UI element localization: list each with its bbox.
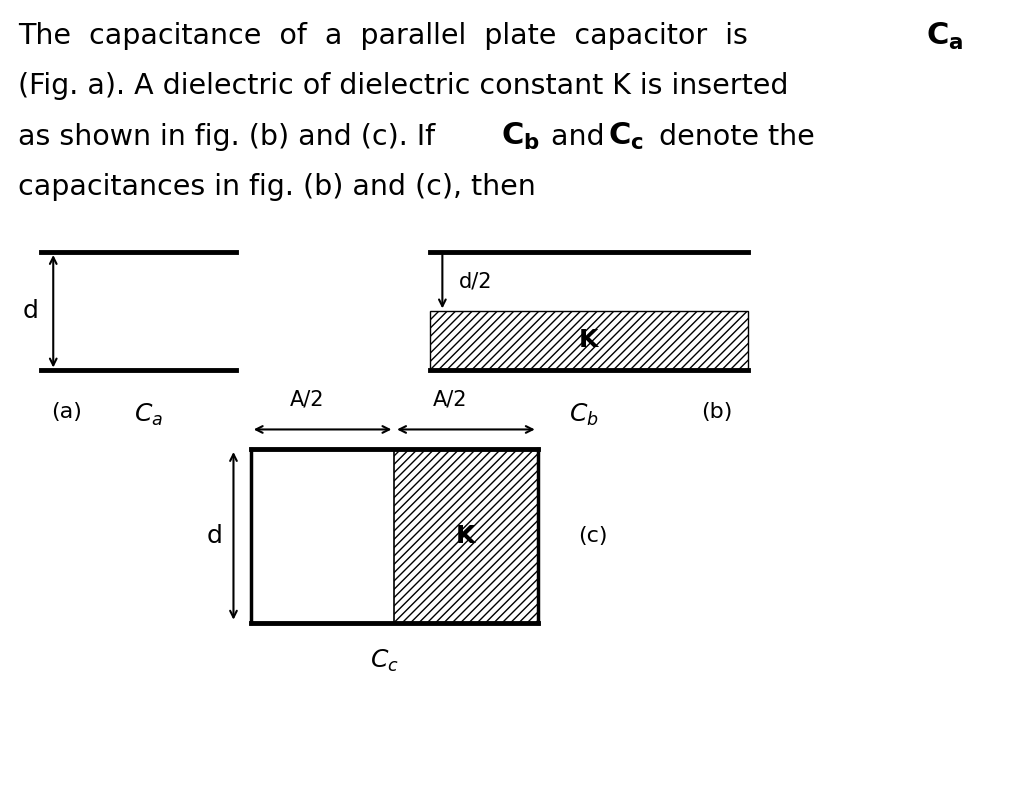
Bar	[430, 311, 748, 370]
Text: d: d	[23, 299, 39, 323]
Text: (c): (c)	[579, 526, 608, 546]
Text: $C_b$: $C_b$	[568, 402, 599, 428]
Text: $C_a$: $C_a$	[134, 402, 163, 428]
Text: capacitances in fig. (b) and (c), then: capacitances in fig. (b) and (c), then	[18, 173, 537, 202]
Text: $\mathbf{C_b}$: $\mathbf{C_b}$	[501, 121, 540, 152]
Text: d: d	[207, 524, 223, 548]
Text: K: K	[580, 329, 598, 352]
Text: $\mathbf{C_c}$: $\mathbf{C_c}$	[608, 121, 644, 152]
Bar	[251, 449, 394, 623]
Text: (b): (b)	[701, 402, 732, 422]
Bar	[394, 449, 538, 623]
Text: $C_c$: $C_c$	[370, 648, 398, 674]
Text: The  capacitance  of  a  parallel  plate  capacitor  is: The capacitance of a parallel plate capa…	[18, 22, 749, 50]
Text: (a): (a)	[51, 402, 82, 422]
Text: A/2: A/2	[290, 390, 325, 410]
Text: $\mathbf{C_a}$: $\mathbf{C_a}$	[926, 20, 964, 51]
Text: K: K	[457, 524, 475, 548]
Text: d/2: d/2	[459, 271, 493, 292]
Text: denote the: denote the	[650, 123, 815, 151]
Text: as shown in fig. (b) and (c). If: as shown in fig. (b) and (c). If	[18, 123, 444, 151]
Text: A/2: A/2	[433, 390, 468, 410]
Text: (Fig. a). A dielectric of dielectric constant K is inserted: (Fig. a). A dielectric of dielectric con…	[18, 72, 788, 101]
Text: and: and	[542, 123, 613, 151]
